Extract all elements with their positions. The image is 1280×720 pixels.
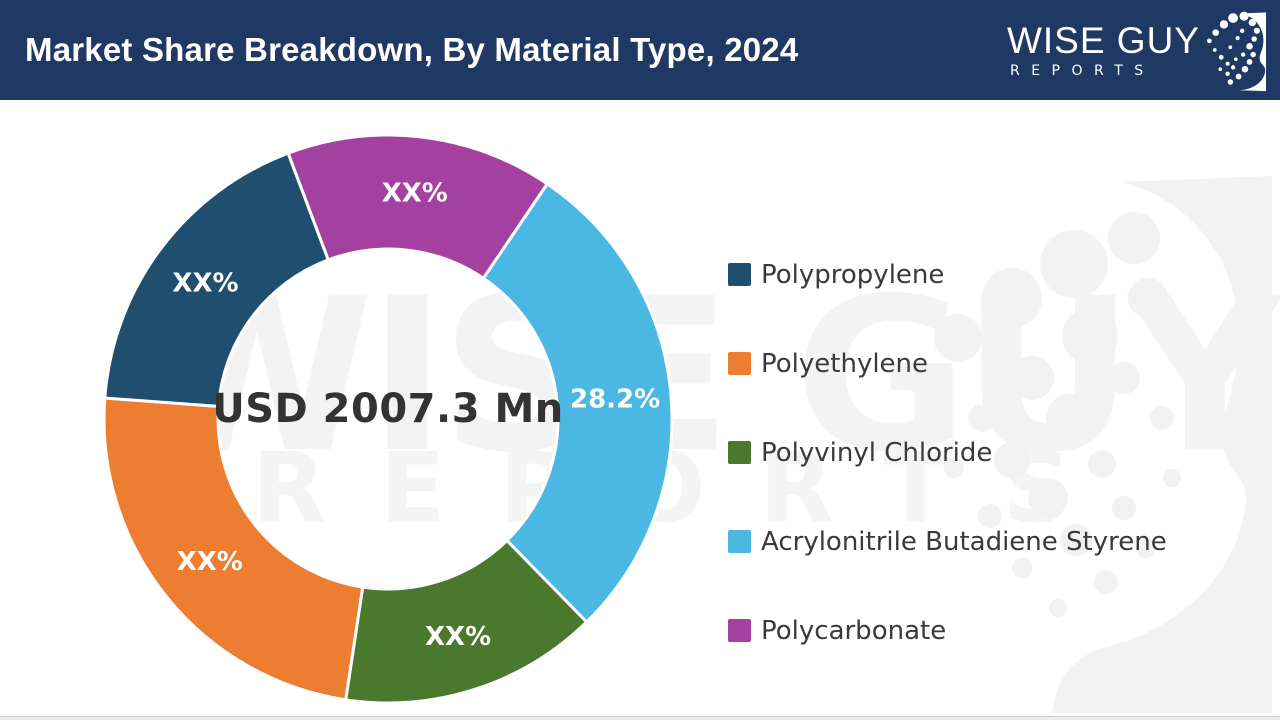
donut-slice-polycarbonate (286, 133, 549, 280)
donut-chart: XX% 28.2% XX% XX% XX% (95, 126, 681, 712)
watermark-face-logo (906, 176, 1272, 713)
legend-item-polyvinyl-chloride: Polyvinyl Chloride (728, 436, 1167, 469)
slice-value-label-polycarbonate: XX% (382, 179, 448, 209)
legend-item-polypropylene: Polypropylene (728, 258, 1167, 291)
donut-slice-polyethylene (102, 396, 365, 702)
legend-label: Acrylonitrile Butadiene Styrene (761, 526, 1167, 557)
slice-value-label-polyvinyl-chloride: XX% (425, 622, 491, 652)
slice-value-label-polyethylene: XX% (177, 547, 243, 577)
legend-swatch-polypropylene (728, 263, 751, 286)
legend-label: Polycarbonate (761, 615, 947, 646)
donut-slice-acrylonitrile-butadiene-styrene (481, 182, 674, 624)
legend-item-polycarbonate: Polycarbonate (728, 614, 1167, 647)
legend-label: Polyethylene (761, 348, 929, 379)
legend-item-acrylonitrile-butadiene-styrene: Acrylonitrile Butadiene Styrene (728, 525, 1167, 558)
legend-swatch-polyethylene (728, 352, 751, 375)
slice-value-label-polypropylene: XX% (172, 268, 238, 298)
logo-face-icon (1206, 11, 1266, 92)
chart-legend: Polypropylene Polyethylene Polyvinyl Chlor… (728, 258, 1167, 647)
wise-guy-reports-logo: WISE GUY REPORTS (1007, 7, 1266, 93)
bottom-border-strip (0, 716, 1280, 720)
legend-label: Polypropylene (761, 259, 945, 290)
legend-swatch-polycarbonate (728, 619, 751, 642)
page-title: Market Share Breakdown, By Material Type… (25, 31, 799, 68)
legend-label: Polyvinyl Chloride (761, 437, 993, 468)
legend-swatch-acrylonitrile-butadiene-styrene (728, 530, 751, 553)
legend-swatch-polyvinyl-chloride (728, 441, 751, 464)
logo-wise-guy-label: WISE GUY (1006, 20, 1200, 61)
legend-item-polyethylene: Polyethylene (728, 347, 1167, 380)
header-bar: Market Share Breakdown, By Material Type… (0, 0, 1280, 100)
logo-reports-label: REPORTS (1009, 63, 1155, 79)
donut-slice-polypropylene (103, 151, 330, 408)
slice-value-label-acrylonitrile-butadiene-styrene: 28.2% (570, 385, 660, 415)
logo-text: WISE GUY REPORTS (1006, 20, 1200, 80)
